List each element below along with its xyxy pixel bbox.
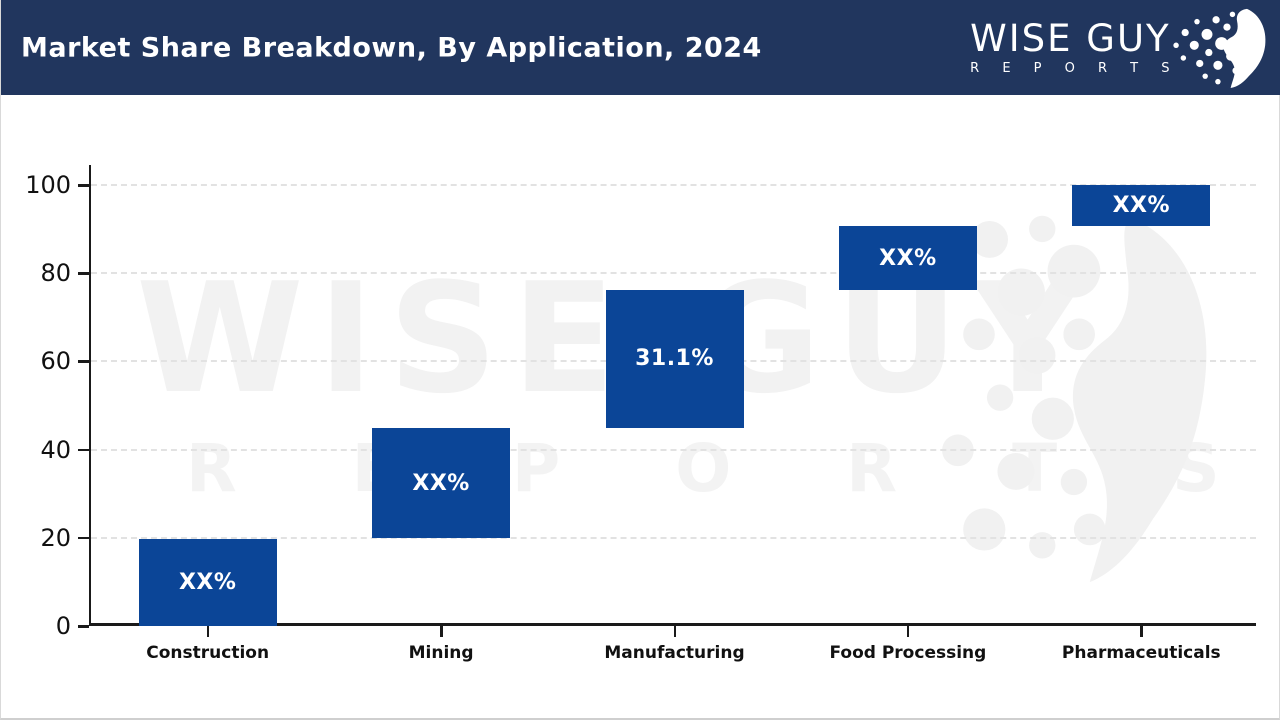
gridline-y20 [91,536,1256,539]
wise-guy-reports-logo: WISE GUY R E P O R T S [970,8,1267,89]
y-axis-tick-label-40: 40 [40,435,71,464]
bar-value-label: XX% [1112,193,1171,218]
bar-construction: XX% [138,538,277,626]
dotted-face-icon [1173,8,1266,89]
page-title: Market Share Breakdown, By Application, … [21,32,762,63]
x-category-label-construction: Construction [146,643,270,663]
x-category-label-mining: Mining [408,643,474,663]
y-axis-tick-20 [78,536,89,540]
x-category-label-food-processing: Food Processing [829,643,987,663]
x-category-label-manufacturing: Manufacturing [604,643,745,663]
watermark-face-icon [939,215,1207,583]
x-axis-tick-1 [206,626,210,637]
x-axis-tick-2 [440,626,443,637]
y-axis-tick-40 [78,448,89,452]
bar-manufacturing: 31.1% [605,290,744,428]
y-axis-tick-label-60: 60 [40,347,71,376]
gridline-y100 [91,184,1256,186]
bar-value-label: XX% [178,569,237,595]
bar-food-processing: XX% [838,226,977,290]
plot-area: 0 20 40 60 80 100 XX% XX% 31.1% XX% XX% Constructio… [25,165,1256,663]
bar-value-label: XX% [879,245,937,271]
gridline-y40 [91,448,1256,451]
x-axis-tick-4 [906,626,910,637]
y-axis-tick-label-0: 0 [55,612,71,640]
y-axis-tick-100 [78,184,89,187]
gridline-y80 [91,272,1256,275]
y-axis-tick-label-20: 20 [40,523,71,552]
y-axis-tick-label-80: 80 [40,259,71,288]
bar-value-label: 31.1% [635,346,714,372]
y-axis-tick-80 [78,272,89,275]
bar-mining: XX% [372,427,511,539]
watermark-subtitle: R E P O R T S [186,430,1266,507]
y-axis-tick-label-100: 100 [25,171,71,199]
logo-text: WISE GUY R E P O R T S [970,17,1179,76]
x-axis-tick-3 [673,626,676,637]
x-category-label-pharmaceuticals: Pharmaceuticals [1061,643,1221,663]
bar-pharmaceuticals: XX% [1072,185,1211,226]
header-bar: Market Share Breakdown, By Application, … [1,0,1280,95]
y-axis-tick-0 [78,625,89,628]
x-axis-tick-5 [1140,626,1143,637]
logo-wordmark: WISE GUY [970,17,1171,61]
bar-value-label: XX% [412,470,470,496]
logo-subtitle: R E P O R T S [970,60,1179,76]
y-axis-tick-60 [78,360,89,363]
